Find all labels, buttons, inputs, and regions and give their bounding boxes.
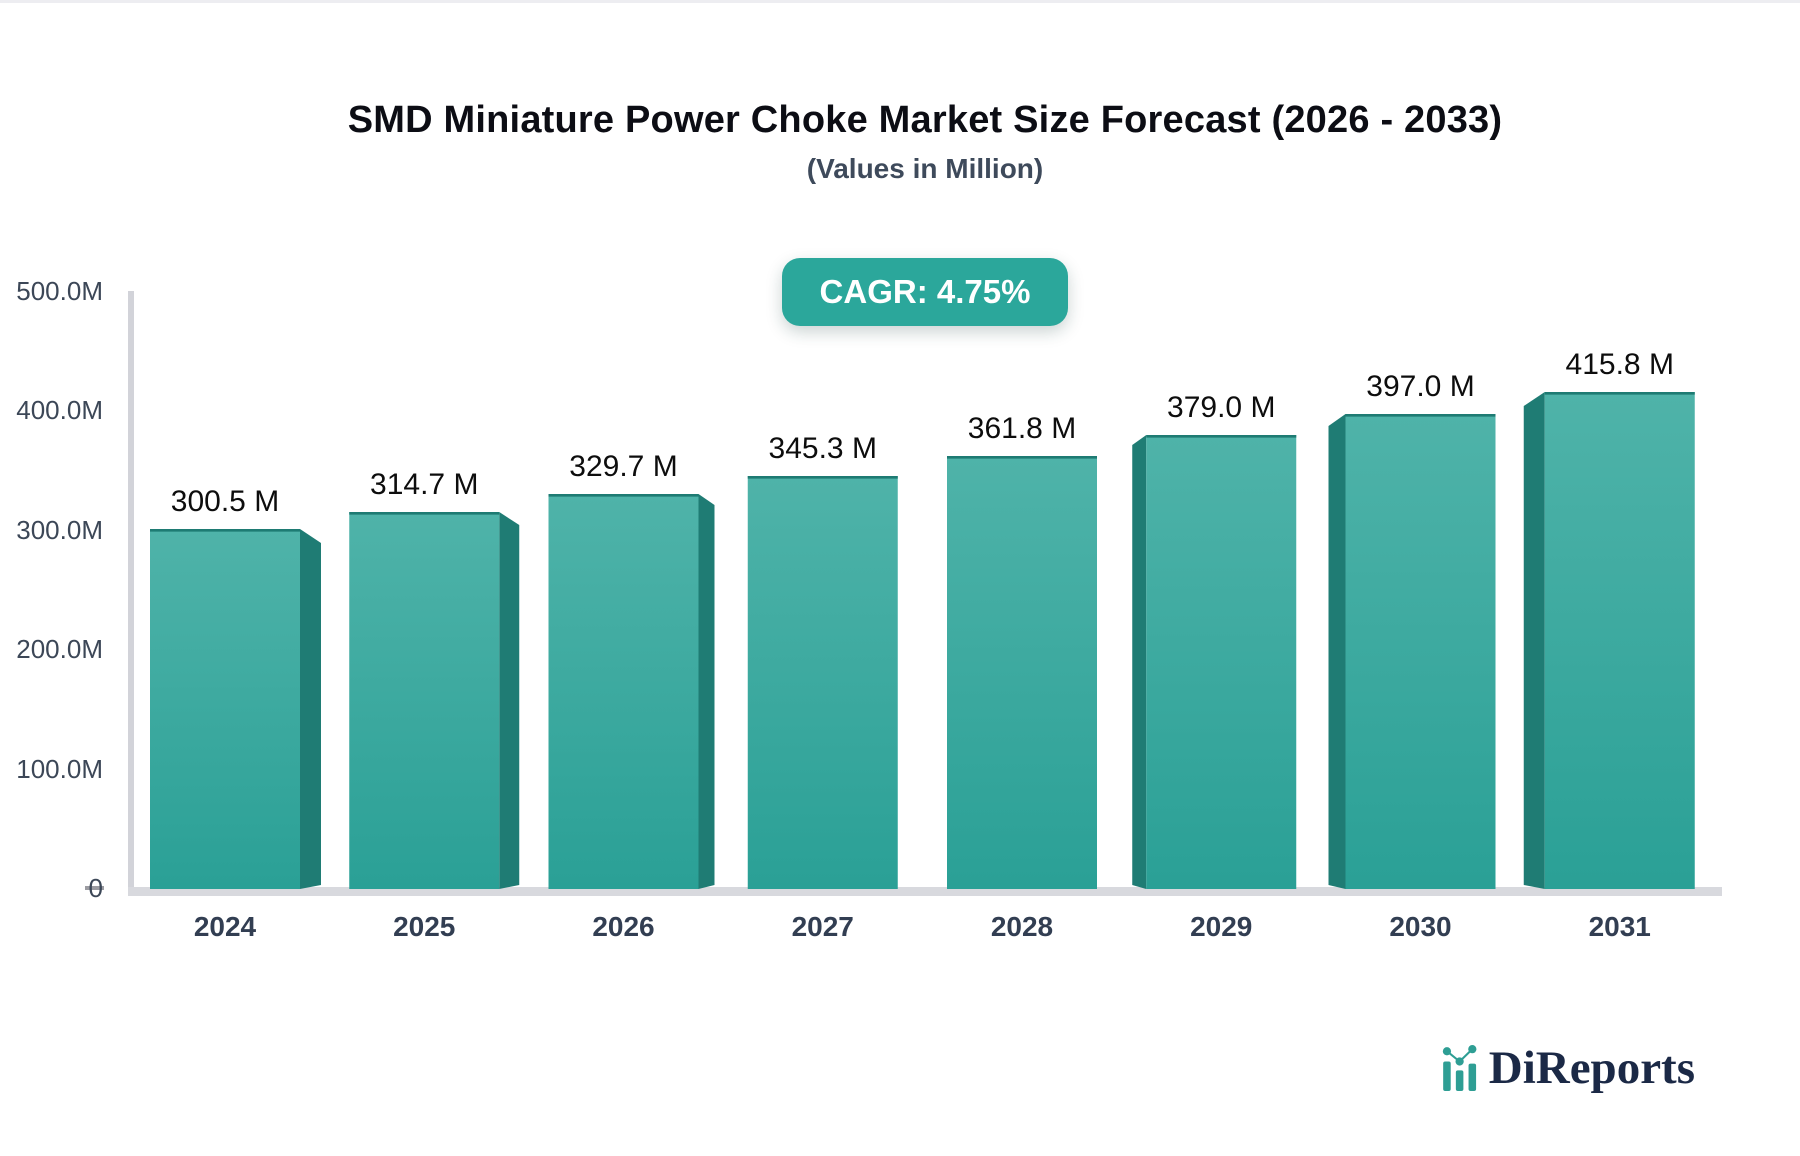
bar-2031	[1544, 392, 1695, 889]
bar-side-face-2025	[499, 512, 520, 889]
y-tick-300.0M: 300.0M	[16, 515, 103, 545]
value-label-2027: 345.3 M	[768, 432, 877, 465]
zero-tick-mark	[85, 886, 104, 890]
cagr-badge-wrap: CAGR: 4.75%	[130, 258, 1720, 326]
y-tick-400.0M: 400.0M	[16, 395, 103, 425]
x-tick-2029: 2029	[1190, 911, 1253, 942]
brand-name: DiReports	[1488, 1041, 1695, 1094]
bar-2029	[1146, 435, 1297, 889]
mini-bar-chart-dots-icon	[1442, 1045, 1477, 1091]
x-tick-2024: 2024	[193, 911, 257, 942]
chart-subtitle: (Values in Million)	[806, 153, 1044, 184]
value-label-2026: 329.7 M	[569, 450, 678, 483]
value-label-2031: 415.8 M	[1565, 348, 1674, 381]
y-axis-line	[128, 291, 134, 896]
x-tick-2028: 2028	[990, 911, 1054, 942]
bar-2026	[548, 494, 699, 889]
bar-side-face-2024	[300, 529, 321, 889]
y-tick-200.0M: 200.0M	[16, 634, 103, 664]
bar-side-face-2029	[1132, 435, 1147, 889]
x-tick-2030: 2030	[1389, 911, 1452, 942]
chart-title: SMD Miniature Power Choke Market Size Fo…	[347, 99, 1503, 141]
bar-2027	[747, 476, 898, 889]
y-tick-0: 0	[88, 873, 103, 903]
value-label-2028: 361.8 M	[967, 412, 1077, 445]
value-label-2030: 397.0 M	[1366, 370, 1475, 403]
value-label-2024: 300.5 M	[170, 485, 280, 518]
bar-2025	[349, 512, 500, 889]
bar-side-face-2030	[1328, 414, 1346, 889]
x-tick-2025: 2025	[393, 911, 456, 942]
bar-2024	[150, 529, 300, 889]
cagr-badge: CAGR: 4.75%	[781, 258, 1069, 326]
value-label-2025: 314.7 M	[370, 468, 479, 501]
bar-2028	[947, 456, 1097, 889]
x-tick-2026: 2026	[592, 911, 655, 942]
x-tick-2027: 2027	[791, 911, 854, 942]
y-tick-100.0M: 100.0M	[16, 754, 103, 784]
bar-2030	[1345, 414, 1496, 889]
bar-side-face-2026	[698, 494, 715, 889]
x-tick-2031: 2031	[1588, 911, 1651, 942]
bar-side-face-2031	[1523, 392, 1545, 889]
direports-logo: DiReports	[1441, 1043, 1695, 1091]
y-tick-500.0M: 500.0M	[16, 276, 103, 306]
value-label-2029: 379.0 M	[1167, 391, 1276, 424]
x-axis-baseline	[128, 887, 1722, 896]
bars-plot-area	[150, 391, 1695, 889]
